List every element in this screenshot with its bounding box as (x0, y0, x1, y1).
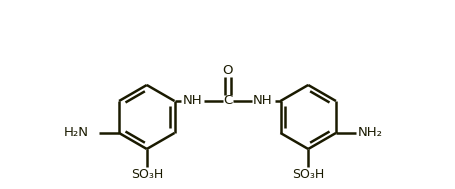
Text: SO₃H: SO₃H (292, 169, 324, 181)
Text: NH: NH (183, 94, 202, 108)
Text: NH₂: NH₂ (358, 126, 383, 139)
Text: SO₃H: SO₃H (131, 169, 163, 181)
Text: H₂N: H₂N (64, 126, 89, 139)
Text: C: C (223, 94, 232, 108)
Text: NH: NH (253, 94, 272, 108)
Text: O: O (222, 64, 233, 77)
